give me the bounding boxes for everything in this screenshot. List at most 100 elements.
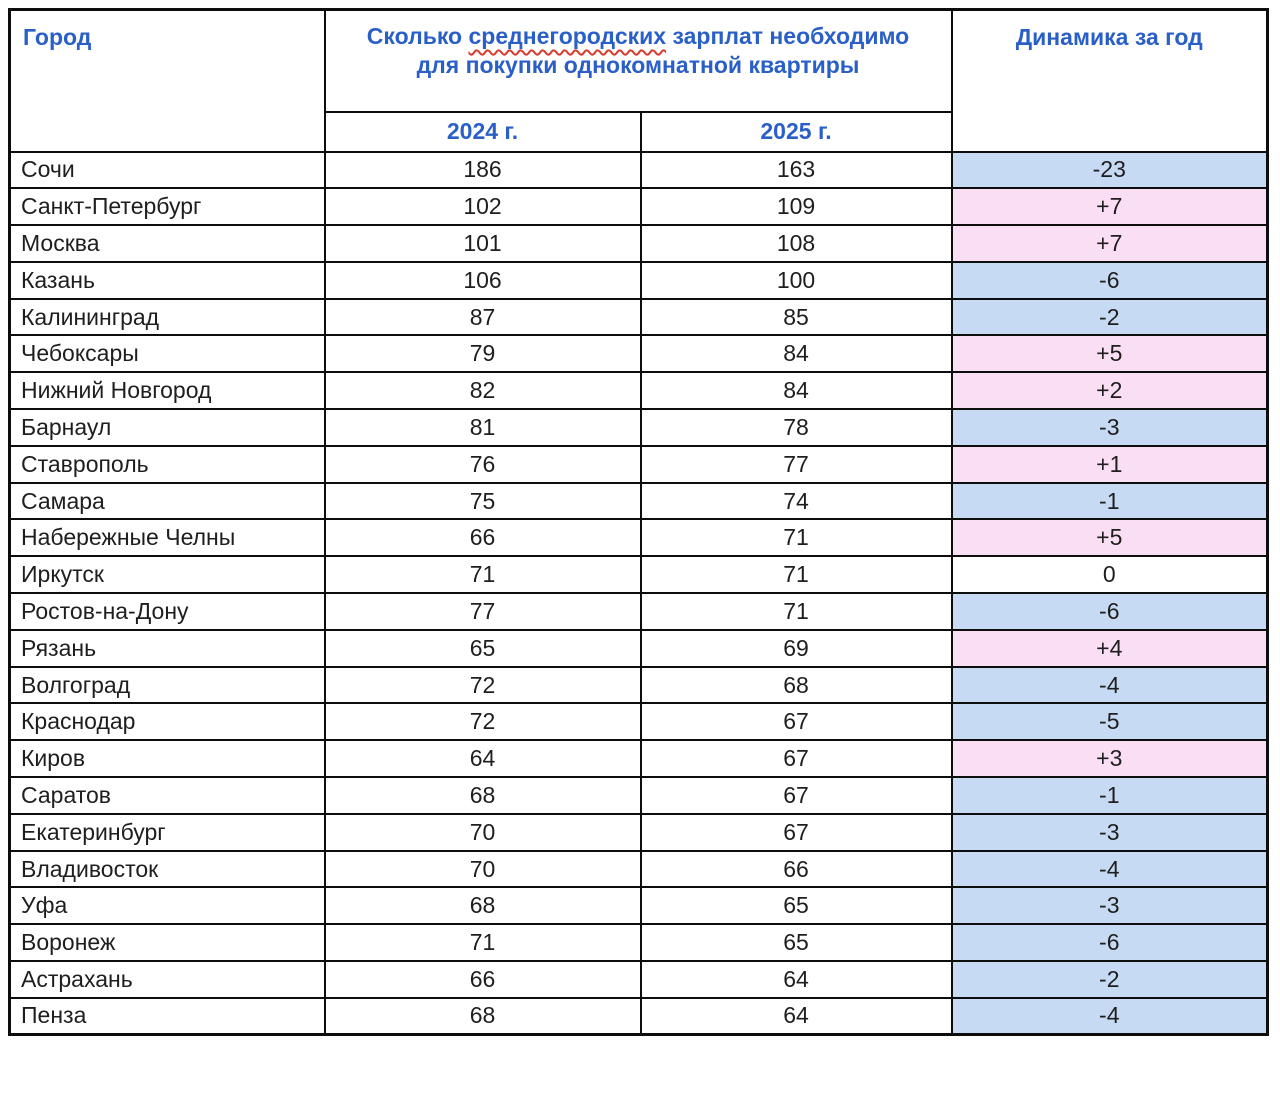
table-row: Набережные Челны 66 71 +5 [8,518,1269,558]
value-2024-cell: 79 [323,334,642,374]
column-header-dynamics: Динамика за год [950,8,1269,153]
city-cell: Иркутск [8,555,326,595]
table-row: Екатеринбург 70 67 -3 [8,812,1269,852]
dynamics-cell: -3 [950,812,1269,852]
value-2024-cell: 70 [323,849,642,889]
value-2024-cell: 81 [323,408,642,447]
dynamics-cell: -4 [950,996,1269,1036]
table-row: Калининград 87 85 -2 [8,297,1269,337]
dynamics-cell: -1 [950,776,1269,815]
dynamics-cell: -23 [950,150,1269,190]
table-row: Владивосток 70 66 -4 [8,849,1269,889]
table-row: Волгоград 72 68 -4 [8,665,1269,705]
value-2024-cell: 68 [323,996,642,1036]
value-2025-cell: 71 [639,592,953,631]
city-cell: Санкт-Петербург [8,187,326,227]
value-2025-cell: 78 [639,408,953,447]
value-2025-cell: 84 [639,334,953,374]
value-2024-cell: 75 [323,481,642,521]
table-row: Воронеж 71 65 -6 [8,923,1269,963]
value-2024-cell: 72 [323,665,642,705]
table-body: Сочи 186 163 -23 Санкт-Петербург 102 109… [8,150,1269,1036]
table-row: Самара 75 74 -1 [8,481,1269,521]
city-cell: Астрахань [8,960,326,999]
salaries-title-misspelled-word: среднегородских [468,23,667,49]
value-2024-cell: 87 [323,297,642,337]
table-row: Саратов 68 67 -1 [8,776,1269,815]
value-2025-cell: 67 [639,702,953,742]
value-2024-cell: 76 [323,444,642,484]
salaries-title-after: зарплат необходимо для покупки однокомна… [416,23,910,79]
dynamics-cell: +7 [950,224,1269,263]
city-cell: Ростов-на-Дону [8,592,326,631]
value-2025-cell: 64 [639,960,953,999]
dynamics-cell: -6 [950,592,1269,631]
table-header: Город Сколько среднегородских зарплат не… [8,8,1269,153]
value-2024-cell: 77 [323,592,642,631]
value-2024-cell: 82 [323,371,642,411]
table-row: Барнаул 81 78 -3 [8,408,1269,447]
value-2024-cell: 66 [323,960,642,999]
dynamics-cell: -1 [950,481,1269,521]
table-row: Чебоксары 79 84 +5 [8,334,1269,374]
column-header-2025: 2025 г. [639,110,953,153]
salaries-title-before: Сколько [366,23,469,49]
table-row: Краснодар 72 67 -5 [8,702,1269,742]
table-row: Ставрополь 76 77 +1 [8,444,1269,484]
city-cell: Пенза [8,996,326,1036]
value-2025-cell: 71 [639,518,953,558]
value-2024-cell: 72 [323,702,642,742]
value-2025-cell: 100 [639,260,953,300]
value-2024-cell: 64 [323,739,642,779]
value-2025-cell: 67 [639,739,953,779]
header-row-main: Город Сколько среднегородских зарплат не… [8,8,1269,153]
city-cell: Казань [8,260,326,300]
table-row: Казань 106 100 -6 [8,260,1269,300]
column-header-salaries: Сколько среднегородских зарплат необходи… [323,8,953,113]
city-cell: Киров [8,739,326,779]
dynamics-cell: -4 [950,665,1269,705]
city-cell: Краснодар [8,702,326,742]
value-2025-cell: 71 [639,555,953,595]
city-cell: Нижний Новгород [8,371,326,411]
value-2025-cell: 74 [639,481,953,521]
city-cell: Волгоград [8,665,326,705]
dynamics-cell: -5 [950,702,1269,742]
value-2024-cell: 106 [323,260,642,300]
value-2024-cell: 71 [323,555,642,595]
table-row: Сочи 186 163 -23 [8,150,1269,190]
table-row: Москва 101 108 +7 [8,224,1269,263]
value-2025-cell: 65 [639,923,953,963]
salary-comparison-table: Город Сколько среднегородских зарплат не… [8,8,1270,1037]
value-2025-cell: 68 [639,665,953,705]
city-cell: Ставрополь [8,444,326,484]
city-cell: Барнаул [8,408,326,447]
city-cell: Уфа [8,886,326,926]
value-2024-cell: 70 [323,812,642,852]
value-2025-cell: 85 [639,297,953,337]
value-2024-cell: 68 [323,886,642,926]
value-2025-cell: 77 [639,444,953,484]
dynamics-cell: -2 [950,297,1269,337]
table-row: Нижний Новгород 82 84 +2 [8,371,1269,411]
column-header-2024: 2024 г. [323,110,642,153]
table-row: Рязань 65 69 +4 [8,628,1269,668]
city-cell: Воронеж [8,923,326,963]
dynamics-cell: -4 [950,849,1269,889]
value-2025-cell: 66 [639,849,953,889]
dynamics-cell: -6 [950,260,1269,300]
city-cell: Чебоксары [8,334,326,374]
header-row-years: 2024 г. 2025 г. [10,110,1268,153]
dynamics-cell: +4 [950,628,1269,668]
dynamics-cell: +3 [950,739,1269,779]
table-row: Пенза 68 64 -4 [8,996,1269,1036]
dynamics-cell: +7 [950,187,1269,227]
column-header-city: Город [8,8,326,153]
city-cell: Набережные Челны [8,518,326,558]
value-2025-cell: 65 [639,886,953,926]
value-2025-cell: 67 [639,812,953,852]
dynamics-cell: -2 [950,960,1269,999]
dynamics-cell: +5 [950,334,1269,374]
value-2024-cell: 65 [323,628,642,668]
